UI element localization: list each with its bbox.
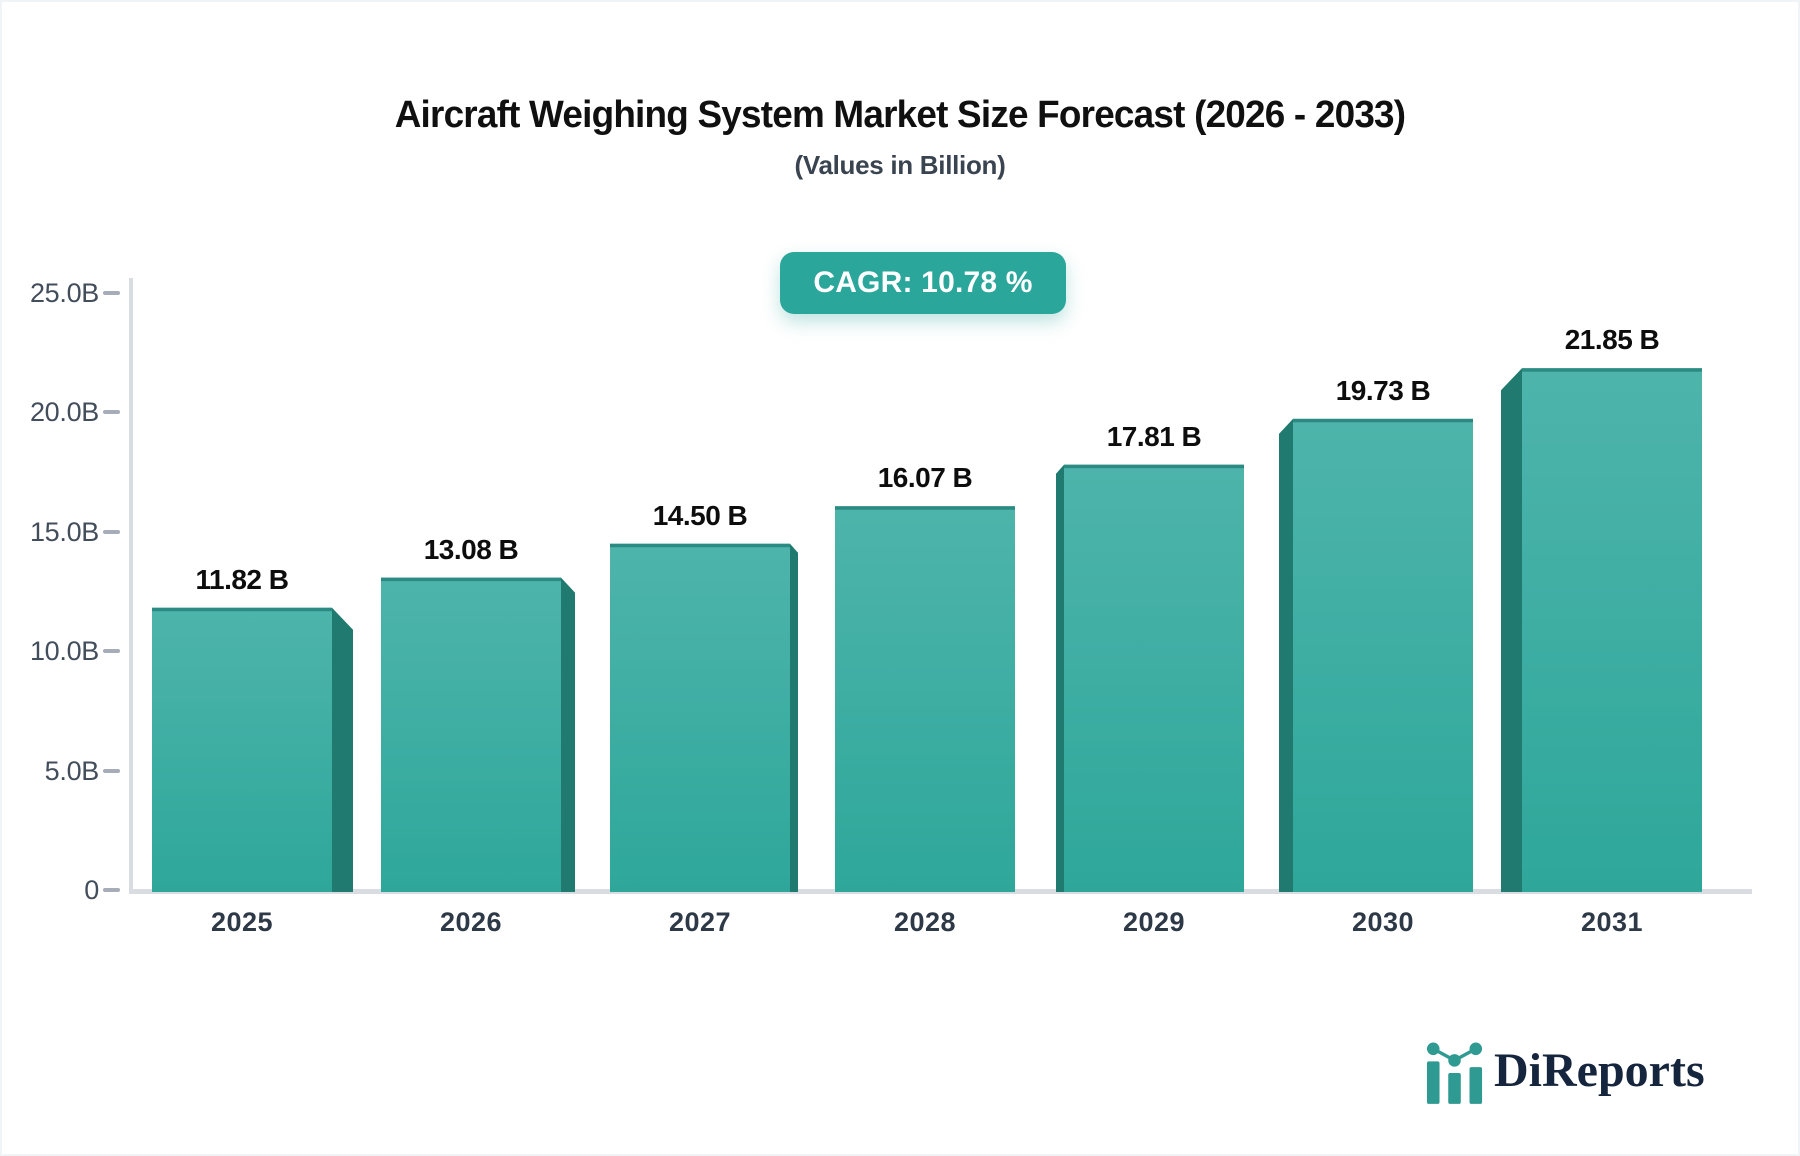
bar-chart-logo-icon [1426,1042,1483,1104]
logo: DiReports [1426,1038,1705,1104]
y-axis-tick-label: 25.0B [29,278,99,308]
y-axis-tick-mark [103,291,120,295]
bar-2028 [835,506,1015,892]
bar-top-edge [381,577,561,582]
bar-top-edge [1522,368,1702,372]
cagr-badge-label: CAGR: 10.78 % [813,266,1033,299]
bar-3d-side [1279,418,1293,892]
x-axis-label-2030: 2030 [1351,907,1415,937]
bar-value-label: 11.82 B [195,563,289,595]
bar-value-label: 13.08 B [423,533,519,565]
bar-2026 [381,577,561,892]
x-axis-label-2025: 2025 [210,907,274,937]
bar-top-edge [1293,418,1473,423]
x-axis-label-2026: 2026 [439,907,503,937]
y-axis-tick-label: 0 [84,875,99,905]
bar-3d-side [1501,368,1522,892]
bar-2031 [1522,368,1702,892]
bar-2027 [610,543,790,892]
y-axis-tick-label: 20.0B [29,397,99,428]
bar-2029 [1064,464,1244,892]
logo-text: DiReports [1494,1044,1705,1097]
bar-value-label: 21.85 B [1564,324,1660,356]
bar-top-edge [835,506,1015,510]
bar-2025 [152,607,332,892]
cagr-badge: CAGR: 10.78 % [780,252,1066,314]
y-axis-tick-mark [103,529,120,534]
bar-value-label: 17.81 B [1106,420,1202,452]
bar-top-edge [1064,464,1244,469]
y-axis-line [129,278,133,894]
bar-3d-side [561,577,575,892]
bar-value-label: 16.07 B [877,462,973,494]
x-axis-label-2027: 2027 [668,907,732,937]
chart-subtitle: (Values in Billion) [794,150,1006,180]
y-axis-tick-label: 10.0B [29,636,99,667]
y-axis-tick-mark [103,888,120,892]
y-axis-tick-label: 5.0B [44,755,100,786]
y-axis-tick-mark [103,410,120,415]
x-axis-line [129,889,1752,894]
y-axis-tick-mark [103,768,120,773]
y-axis-tick-mark [103,649,120,654]
x-axis-label-2029: 2029 [1122,907,1186,937]
bar-top-edge [610,543,790,548]
bar-3d-side [1056,464,1064,892]
bar-3d-side [790,543,798,892]
y-axis-tick-label: 15.0B [29,516,99,547]
x-axis-label-2031: 2031 [1580,907,1644,937]
x-axis-label-2028: 2028 [893,907,957,937]
bar-top-edge [152,607,332,612]
bar-2030 [1293,418,1473,892]
bar-value-label: 14.50 B [652,499,748,531]
bar-3d-side [332,607,353,892]
bar-value-label: 19.73 B [1335,374,1431,406]
chart-title: Aircraft Weighing System Market Size For… [394,94,1406,136]
